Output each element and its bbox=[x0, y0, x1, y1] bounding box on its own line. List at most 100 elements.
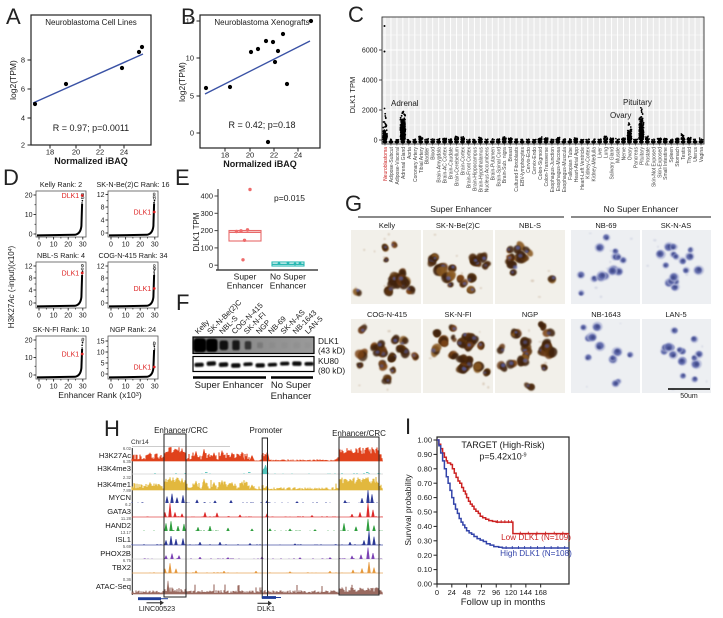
svg-text:Nerve: Nerve bbox=[622, 147, 628, 161]
svg-text:6: 6 bbox=[21, 85, 25, 94]
svg-text:D: D bbox=[3, 165, 19, 190]
svg-text:(80 kD): (80 kD) bbox=[318, 366, 345, 376]
svg-text:SK-N-AS: SK-N-AS bbox=[661, 221, 691, 230]
svg-text:DLK1: DLK1 bbox=[134, 210, 152, 217]
svg-text:400: 400 bbox=[200, 192, 213, 201]
svg-text:Brain-Amygdala: Brain-Amygdala bbox=[437, 147, 443, 183]
svg-text:Liver: Liver bbox=[598, 147, 604, 158]
svg-text:30: 30 bbox=[79, 313, 87, 320]
svg-text:NB-69: NB-69 bbox=[595, 221, 616, 230]
svg-text:30: 30 bbox=[79, 242, 87, 249]
svg-text:Normalized iBAQ: Normalized iBAQ bbox=[223, 159, 297, 169]
svg-text:H: H bbox=[104, 416, 120, 441]
svg-text:10: 10 bbox=[122, 313, 130, 320]
svg-text:Enhancer: Enhancer bbox=[270, 281, 307, 291]
svg-text:E: E bbox=[175, 165, 190, 190]
svg-text:4: 4 bbox=[21, 114, 25, 123]
svg-text:12: 12 bbox=[25, 264, 33, 271]
svg-text:COG-N-415: COG-N-415 bbox=[367, 310, 407, 319]
svg-text:6.75: 6.75 bbox=[123, 558, 132, 563]
svg-text:SK-N-FI: SK-N-FI bbox=[444, 310, 471, 319]
svg-text:No Super Enhancer: No Super Enhancer bbox=[604, 204, 679, 214]
svg-text:20: 20 bbox=[64, 242, 72, 249]
svg-text:0: 0 bbox=[101, 301, 105, 308]
svg-text:5.69: 5.69 bbox=[123, 544, 132, 549]
svg-text:0.00: 0.00 bbox=[417, 580, 432, 589]
svg-text:Enhancer Rank (x103): Enhancer Rank (x103) bbox=[58, 390, 142, 400]
svg-text:0: 0 bbox=[109, 384, 113, 391]
svg-text:Enhancer/CRC: Enhancer/CRC bbox=[332, 429, 386, 438]
svg-text:18: 18 bbox=[46, 148, 54, 157]
svg-text:SK-N-Be(2)C Rank: 16: SK-N-Be(2)C Rank: 16 bbox=[96, 180, 169, 189]
svg-text:High DLK1 (N=108): High DLK1 (N=108) bbox=[500, 549, 572, 558]
svg-text:Cultured Fibroblasts: Cultured Fibroblasts bbox=[514, 146, 520, 191]
svg-text:Pituitary: Pituitary bbox=[639, 146, 645, 165]
svg-text:24: 24 bbox=[294, 151, 302, 160]
svg-text:DLK1: DLK1 bbox=[257, 604, 275, 613]
svg-text:0.80: 0.80 bbox=[417, 464, 432, 473]
svg-text:NGP Rank: 24: NGP Rank: 24 bbox=[110, 325, 156, 334]
svg-text:Kidney-Medulla: Kidney-Medulla bbox=[592, 147, 598, 182]
svg-text:0.50: 0.50 bbox=[417, 508, 432, 517]
svg-text:Enhancer/CRC: Enhancer/CRC bbox=[154, 426, 208, 435]
svg-text:HAND2: HAND2 bbox=[105, 521, 131, 530]
svg-text:Promoter: Promoter bbox=[250, 426, 283, 435]
svg-text:Brain-Cortex: Brain-Cortex bbox=[461, 147, 467, 176]
svg-text:EBV-lymphocytes: EBV-lymphocytes bbox=[520, 147, 526, 187]
svg-text:Muscle: Muscle bbox=[616, 147, 622, 163]
svg-text:NBL-S Rank: 4: NBL-S Rank: 4 bbox=[37, 251, 85, 260]
svg-text:100: 100 bbox=[200, 244, 213, 253]
svg-text:10: 10 bbox=[25, 355, 33, 362]
svg-text:C: C bbox=[348, 2, 364, 27]
svg-text:30: 30 bbox=[79, 384, 87, 391]
svg-text:12: 12 bbox=[97, 264, 105, 271]
svg-text:LINC00523: LINC00523 bbox=[139, 604, 175, 613]
svg-text:Brain-Caudate: Brain-Caudate bbox=[449, 147, 455, 179]
svg-text:0.20: 0.20 bbox=[417, 551, 432, 560]
svg-text:0: 0 bbox=[29, 232, 33, 239]
svg-text:4: 4 bbox=[101, 218, 105, 225]
svg-text:Brain-Front Cortex: Brain-Front Cortex bbox=[466, 146, 472, 188]
svg-text:DLK1: DLK1 bbox=[62, 271, 80, 278]
svg-text:Testis: Testis bbox=[681, 147, 687, 160]
svg-text:4: 4 bbox=[101, 288, 105, 295]
svg-text:NGP: NGP bbox=[522, 310, 538, 319]
svg-text:10: 10 bbox=[50, 313, 58, 320]
svg-text:Ovary: Ovary bbox=[610, 111, 631, 120]
svg-text:NB-1643: NB-1643 bbox=[591, 310, 621, 319]
svg-text:48: 48 bbox=[462, 588, 470, 597]
svg-text:0: 0 bbox=[101, 231, 105, 238]
svg-text:20: 20 bbox=[64, 384, 72, 391]
svg-text:0: 0 bbox=[37, 313, 41, 320]
svg-text:2: 2 bbox=[21, 141, 25, 150]
svg-text:0.60: 0.60 bbox=[417, 493, 432, 502]
svg-text:GATA3: GATA3 bbox=[107, 507, 131, 516]
svg-text:Kidney-Cortex: Kidney-Cortex bbox=[586, 147, 592, 179]
svg-text:R = 0.42; p=0.18: R = 0.42; p=0.18 bbox=[228, 120, 295, 130]
svg-text:Neuroblastoma Xenografts: Neuroblastoma Xenografts bbox=[214, 18, 309, 27]
svg-text:30: 30 bbox=[151, 313, 159, 320]
svg-text:0: 0 bbox=[374, 138, 378, 145]
svg-text:TARGET (High-Risk): TARGET (High-Risk) bbox=[461, 440, 544, 450]
svg-text:Breast: Breast bbox=[508, 146, 514, 161]
svg-text:Super Enhancer: Super Enhancer bbox=[430, 204, 492, 214]
svg-text:DLK1: DLK1 bbox=[318, 336, 339, 346]
svg-text:6.35: 6.35 bbox=[123, 459, 132, 464]
svg-text:p=0.015: p=0.015 bbox=[274, 193, 305, 203]
svg-text:SK-N-FI Rank: 10: SK-N-FI Rank: 10 bbox=[33, 325, 90, 334]
svg-text:Lung: Lung bbox=[604, 147, 610, 158]
svg-text:Survival probability: Survival probability bbox=[403, 474, 413, 546]
svg-text:Normalized iBAQ: Normalized iBAQ bbox=[54, 156, 128, 166]
svg-text:p=5.42x10-9: p=5.42x10-9 bbox=[479, 452, 526, 462]
svg-text:10: 10 bbox=[97, 350, 105, 357]
svg-text:0.40: 0.40 bbox=[417, 522, 432, 531]
svg-text:PHOX2B: PHOX2B bbox=[100, 549, 131, 558]
svg-text:20: 20 bbox=[136, 313, 144, 320]
svg-text:F: F bbox=[176, 290, 189, 315]
svg-text:Kelly: Kelly bbox=[379, 221, 396, 230]
svg-text:0.90: 0.90 bbox=[417, 450, 432, 459]
svg-text:Colon-Transverse: Colon-Transverse bbox=[544, 147, 550, 187]
svg-text:Heart-Left Ventricle: Heart-Left Ventricle bbox=[580, 147, 586, 190]
svg-text:13.17: 13.17 bbox=[121, 530, 132, 535]
svg-text:10: 10 bbox=[50, 384, 58, 391]
